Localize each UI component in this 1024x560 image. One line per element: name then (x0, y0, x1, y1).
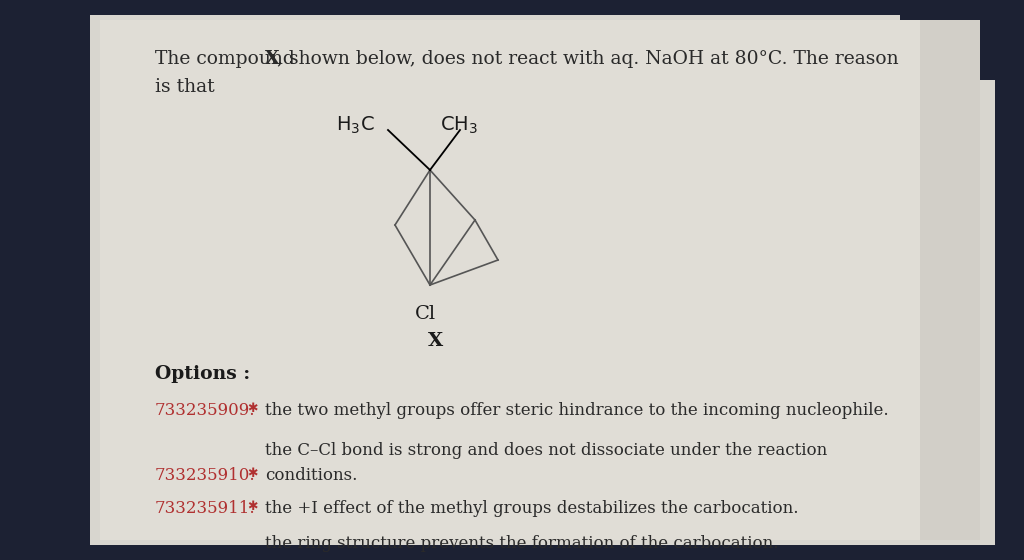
Text: the C–Cl bond is strong and does not dissociate under the reaction: the C–Cl bond is strong and does not dis… (265, 442, 827, 459)
FancyBboxPatch shape (100, 20, 980, 540)
Text: The compound: The compound (155, 50, 301, 68)
Text: ✱: ✱ (247, 500, 257, 513)
Text: ✱: ✱ (247, 402, 257, 415)
Text: the +I effect of the methyl groups destabilizes the carbocation.: the +I effect of the methyl groups desta… (265, 500, 799, 517)
FancyBboxPatch shape (85, 15, 995, 550)
FancyBboxPatch shape (920, 20, 980, 540)
FancyBboxPatch shape (0, 0, 90, 560)
FancyBboxPatch shape (900, 0, 1024, 80)
Text: 733235911.: 733235911. (155, 500, 256, 517)
Text: conditions.: conditions. (265, 467, 357, 484)
Text: X: X (427, 332, 442, 350)
Text: $\rm H_3C$: $\rm H_3C$ (336, 114, 375, 136)
Text: the ring structure prevents the formation of the carbocation.: the ring structure prevents the formatio… (265, 535, 778, 552)
Text: 733235909.: 733235909. (155, 402, 256, 419)
Text: X: X (265, 50, 280, 68)
Text: , shown below, does not react with aq. NaOH at 80°C. The reason: , shown below, does not react with aq. N… (278, 50, 899, 68)
FancyBboxPatch shape (0, 545, 1024, 560)
Text: ✱: ✱ (247, 467, 257, 480)
Text: is that: is that (155, 78, 215, 96)
Text: Options :: Options : (155, 365, 250, 383)
Text: the two methyl groups offer steric hindrance to the incoming nucleophile.: the two methyl groups offer steric hindr… (265, 402, 889, 419)
Text: Cl: Cl (415, 305, 436, 323)
Text: 733235910.: 733235910. (155, 467, 256, 484)
Text: $\rm CH_3$: $\rm CH_3$ (440, 114, 478, 136)
